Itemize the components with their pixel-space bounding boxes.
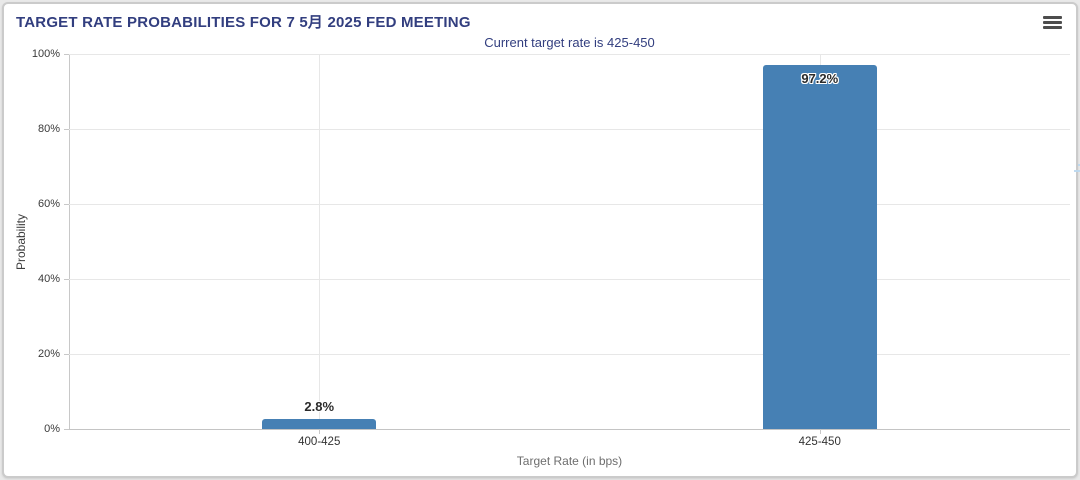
x-axis-title: Target Rate (in bps): [516, 454, 623, 468]
y-axis-title-wrap: Probability: [11, 54, 31, 429]
y-axis-tick: [64, 429, 69, 430]
x-axis-category-label: 400-425: [298, 436, 341, 448]
watermark-stripes: [1074, 164, 1080, 172]
y-axis-tick: [64, 279, 69, 280]
x-axis-tick: [319, 429, 321, 434]
hamburger-bar: [1043, 21, 1062, 24]
y-axis-tick: [64, 129, 69, 130]
y-gridline: [69, 204, 1070, 205]
probability-bar[interactable]: [762, 64, 877, 429]
y-axis-tick: [64, 354, 69, 355]
chart-subtitle: Current target rate is 425-450: [484, 35, 655, 50]
q-watermark-logo: Q: [1074, 164, 1080, 172]
x-axis-tick: [819, 429, 821, 434]
x-axis-category-label: 425-450: [798, 436, 841, 448]
y-axis-line: [69, 54, 70, 429]
probability-bar[interactable]: [262, 418, 377, 429]
hamburger-bar: [1043, 26, 1062, 29]
y-axis-tick-label: 40%: [37, 273, 60, 285]
x-gridline: [319, 54, 321, 429]
y-axis-tick: [64, 204, 69, 205]
y-gridline: [69, 129, 1070, 130]
y-axis-tick-label: 80%: [37, 123, 60, 135]
bar-value-label: 97.2%: [801, 70, 839, 86]
y-axis-tick-label: 0%: [44, 423, 60, 435]
y-gridline: [69, 279, 1070, 280]
chart-title: TARGET RATE PROBABILITIES FOR 7 5月 2025 …: [16, 14, 471, 31]
y-axis-tick-label: 60%: [37, 198, 60, 210]
y-axis-tick: [64, 54, 69, 55]
x-axis-line: [69, 429, 1070, 430]
y-axis-tick-label: 20%: [37, 348, 60, 360]
bar-value-label: 2.8%: [304, 398, 335, 414]
y-gridline: [69, 354, 1070, 355]
y-axis-title: Probability: [14, 213, 28, 270]
y-axis-tick-label: 100%: [31, 48, 60, 60]
hamburger-menu-icon[interactable]: [1043, 16, 1062, 31]
plot-area: Probability Target Rate (in bps) Q 0% 20%…: [14, 48, 1080, 468]
hamburger-bar: [1043, 16, 1062, 19]
y-gridline: [69, 54, 1070, 55]
